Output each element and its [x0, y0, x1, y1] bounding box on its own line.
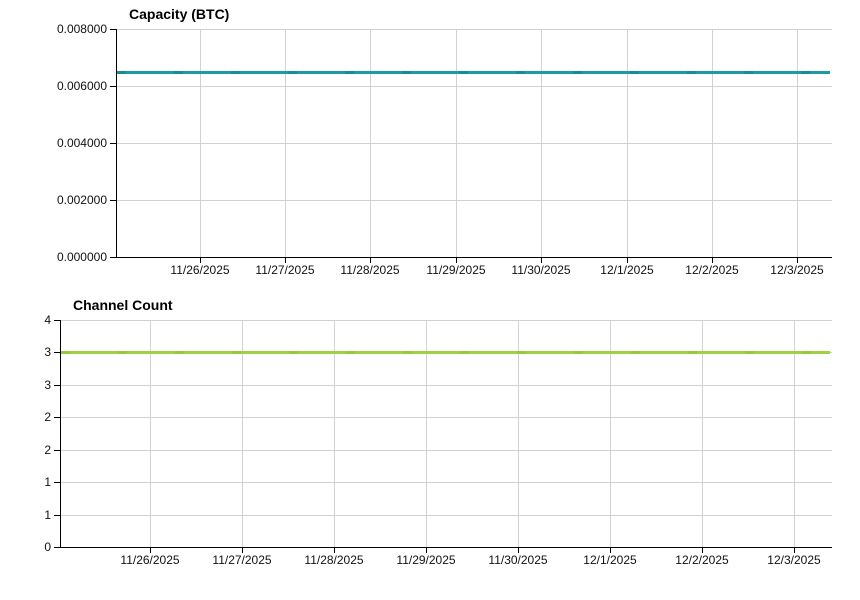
x-axis-tick	[610, 547, 611, 553]
h-gridline	[60, 385, 832, 386]
x-axis-tick	[456, 257, 457, 263]
x-axis-tick	[541, 257, 542, 263]
y-axis-line	[116, 29, 117, 258]
x-tick-label: 12/3/2025	[767, 553, 821, 567]
h-gridline	[60, 417, 832, 418]
y-tick-label: 3	[44, 378, 51, 392]
x-tick-label: 11/30/2025	[511, 263, 571, 277]
y-tick-label: 3	[44, 345, 51, 359]
x-tick-label: 12/1/2025	[583, 553, 637, 567]
y-tick-label: 0.004000	[56, 136, 107, 150]
channel-count-chart-title: Channel Count	[73, 297, 173, 313]
v-gridline	[242, 320, 243, 547]
y-axis-tick	[110, 86, 116, 87]
v-gridline	[518, 320, 519, 547]
h-gridline	[116, 200, 832, 201]
h-gridline	[116, 86, 832, 87]
v-gridline	[541, 29, 542, 257]
x-axis-tick	[794, 547, 795, 553]
v-gridline	[627, 29, 628, 257]
h-gridline	[60, 515, 832, 516]
x-tick-label: 12/2/2025	[675, 553, 729, 567]
y-tick-label: 0.006000	[56, 79, 107, 93]
y-axis-tick	[54, 385, 60, 386]
y-tick-label: 1	[44, 508, 51, 522]
y-axis-tick	[54, 482, 60, 483]
h-gridline	[116, 143, 832, 144]
x-tick-label: 11/27/2025	[255, 263, 315, 277]
h-gridline	[60, 320, 832, 321]
y-tick-label: 2	[44, 410, 51, 424]
v-gridline	[334, 320, 335, 547]
v-gridline	[285, 29, 286, 257]
series-markers	[61, 351, 830, 355]
y-axis-tick	[54, 450, 60, 451]
y-tick-label: 1	[44, 475, 51, 489]
y-axis-tick	[54, 417, 60, 418]
x-tick-label: 12/1/2025	[600, 263, 654, 277]
x-axis-tick	[334, 547, 335, 553]
x-axis-tick	[242, 547, 243, 553]
x-tick-label: 11/28/2025	[304, 553, 364, 567]
x-tick-label: 12/3/2025	[770, 263, 824, 277]
y-tick-label: 0.000000	[56, 250, 107, 264]
h-gridline	[60, 450, 832, 451]
y-axis-tick	[54, 547, 60, 548]
h-gridline	[116, 29, 832, 30]
y-tick-label: 0.002000	[56, 193, 107, 207]
y-axis-tick	[110, 29, 116, 30]
x-tick-label: 11/29/2025	[426, 263, 486, 277]
x-tick-label: 11/27/2025	[212, 553, 272, 567]
x-tick-label: 12/2/2025	[685, 263, 739, 277]
x-axis-tick	[518, 547, 519, 553]
x-axis-tick	[712, 257, 713, 263]
x-tick-label: 11/30/2025	[488, 553, 548, 567]
v-gridline	[702, 320, 703, 547]
v-gridline	[794, 320, 795, 547]
v-gridline	[610, 320, 611, 547]
y-axis-tick	[110, 200, 116, 201]
x-axis-tick	[150, 547, 151, 553]
v-gridline	[712, 29, 713, 257]
y-axis-tick	[54, 352, 60, 353]
x-tick-label: 11/29/2025	[396, 553, 456, 567]
v-gridline	[200, 29, 201, 257]
x-tick-label: 11/28/2025	[340, 263, 400, 277]
v-gridline	[797, 29, 798, 257]
y-tick-label: 0.008000	[56, 22, 107, 36]
series-markers	[117, 70, 830, 74]
y-axis-line	[60, 320, 61, 548]
x-axis-tick	[426, 547, 427, 553]
capacity-chart: 0.008000 0.006000 0.004000 0.002000 0.000000…	[56, 22, 832, 277]
capacity-chart-title: Capacity (BTC)	[129, 6, 230, 22]
y-axis-tick	[110, 257, 116, 258]
x-axis-tick	[285, 257, 286, 263]
y-axis-tick	[54, 515, 60, 516]
y-axis-tick	[110, 143, 116, 144]
x-axis-tick	[370, 257, 371, 263]
y-axis-tick	[54, 320, 60, 321]
x-axis-tick	[702, 547, 703, 553]
y-tick-label: 0	[44, 540, 51, 554]
x-tick-label: 11/26/2025	[170, 263, 230, 277]
x-axis-line	[60, 547, 832, 548]
x-axis-tick	[797, 257, 798, 263]
v-gridline	[426, 320, 427, 547]
v-gridline	[456, 29, 457, 257]
y-tick-label: 2	[44, 443, 51, 457]
x-axis-tick	[200, 257, 201, 263]
v-gridline	[370, 29, 371, 257]
x-axis-line	[116, 257, 832, 258]
v-gridline	[150, 320, 151, 547]
y-tick-label: 4	[44, 313, 51, 327]
h-gridline	[60, 482, 832, 483]
x-tick-label: 11/26/2025	[120, 553, 180, 567]
x-axis-tick	[627, 257, 628, 263]
